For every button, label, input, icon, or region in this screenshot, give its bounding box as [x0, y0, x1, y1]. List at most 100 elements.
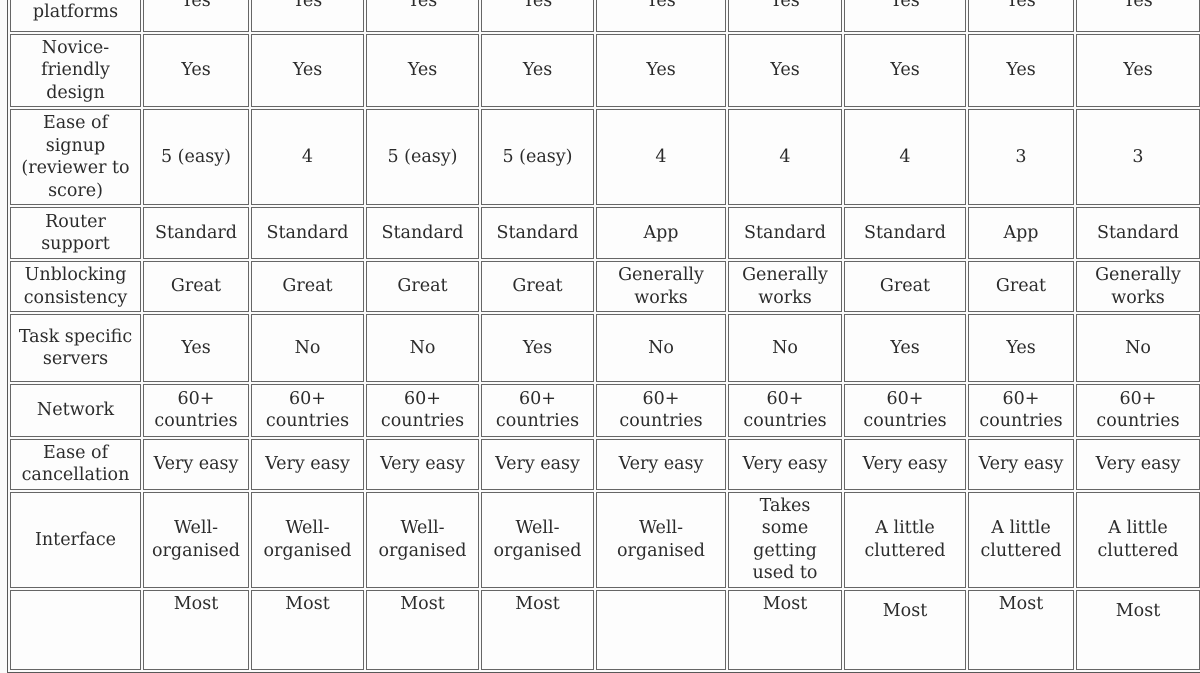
- table-cell: Standard: [366, 207, 479, 260]
- table-cell: Yes: [366, 34, 479, 108]
- table-cell: App: [968, 207, 1074, 260]
- table-cell: Yes: [251, 0, 364, 32]
- table-cell: 5 (easy): [366, 109, 479, 206]
- table-cell: Great: [366, 261, 479, 312]
- row-label: Router support: [10, 207, 141, 260]
- table-cell: Very easy: [251, 438, 364, 490]
- table-row-router-support: Router support Standard Standard Standar…: [10, 207, 1200, 260]
- table-cell: A little cluttered: [1076, 491, 1200, 588]
- table-cell: Very easy: [481, 438, 594, 490]
- table-cell: Well-organised: [366, 491, 479, 588]
- table-cell: Generally works: [1076, 261, 1200, 312]
- table-cell: Yes: [251, 34, 364, 108]
- table-cell: Yes: [481, 313, 594, 382]
- table-cell: Great: [143, 261, 249, 312]
- table-cell: 60+ countries: [366, 383, 479, 437]
- table-cell: Great: [968, 261, 1074, 312]
- table-cell: Standard: [844, 207, 966, 260]
- row-label: Ease of cancellation: [10, 438, 141, 490]
- table-cell: 60+ countries: [143, 383, 249, 437]
- row-label: Ease of signup (reviewer to score): [10, 109, 141, 206]
- table-cell: Most: [844, 589, 966, 670]
- table-cell: Great: [251, 261, 364, 312]
- table-cell: Standard: [251, 207, 364, 260]
- table-cell: Generally works: [728, 261, 842, 312]
- table-cell: Most: [968, 589, 1074, 670]
- table-cell: 60+ countries: [968, 383, 1074, 437]
- table-cell: 3: [1076, 109, 1200, 206]
- table-cell: Yes: [143, 0, 249, 32]
- table-cell: Very easy: [728, 438, 842, 490]
- row-label: Task specific servers: [10, 313, 141, 382]
- table-cell: 5 (easy): [143, 109, 249, 206]
- table-cell: [596, 589, 726, 670]
- table-cell: Yes: [1076, 0, 1200, 32]
- table-cell: Very easy: [1076, 438, 1200, 490]
- table-cell: Yes: [968, 34, 1074, 108]
- table-cell: Very easy: [968, 438, 1074, 490]
- table-cell: Well-organised: [143, 491, 249, 588]
- row-label: major platforms: [10, 0, 141, 32]
- table-cell: Yes: [143, 34, 249, 108]
- table-cell: Most: [143, 589, 249, 670]
- table-cell: Very easy: [143, 438, 249, 490]
- table-row-major-platforms: major platforms Yes Yes Yes Yes Yes Yes …: [10, 0, 1200, 32]
- table-cell: Yes: [481, 0, 594, 32]
- table-cell: 60+ countries: [596, 383, 726, 437]
- table-cell: 4: [596, 109, 726, 206]
- table-cell: Standard: [728, 207, 842, 260]
- table-cell: Most: [1076, 589, 1200, 670]
- table-cell: Takes some getting used to: [728, 491, 842, 588]
- table-cell: No: [596, 313, 726, 382]
- table-cell: Great: [844, 261, 966, 312]
- table-cell: Yes: [596, 34, 726, 108]
- table-row-unblocking-consistency: Unblocking consistency Great Great Great…: [10, 261, 1200, 312]
- table-cell: 5 (easy): [481, 109, 594, 206]
- table-cell: 3: [968, 109, 1074, 206]
- vpn-comparison-table: major platforms Yes Yes Yes Yes Yes Yes …: [7, 0, 1200, 673]
- table-cell: Great: [481, 261, 594, 312]
- table-cell: Yes: [728, 0, 842, 32]
- table-cell: A little cluttered: [968, 491, 1074, 588]
- table-cell: Standard: [143, 207, 249, 260]
- table-cell: A little cluttered: [844, 491, 966, 588]
- table-cell: 60+ countries: [1076, 383, 1200, 437]
- table-cell: 4: [844, 109, 966, 206]
- table-cell: Yes: [143, 313, 249, 382]
- table-cell: Most: [728, 589, 842, 670]
- table-cell: No: [251, 313, 364, 382]
- table-cell: App: [596, 207, 726, 260]
- row-label: Interface: [10, 491, 141, 588]
- table-cell: 60+ countries: [728, 383, 842, 437]
- comparison-table-body: major platforms Yes Yes Yes Yes Yes Yes …: [10, 0, 1200, 670]
- row-label: [10, 589, 141, 670]
- table-cell: Most: [481, 589, 594, 670]
- table-cell: Very easy: [366, 438, 479, 490]
- table-row-novice-friendly-design: Novice-friendly design Yes Yes Yes Yes Y…: [10, 34, 1200, 108]
- comparison-table-wrapper: major platforms Yes Yes Yes Yes Yes Yes …: [7, 0, 1200, 673]
- table-cell: Generally works: [596, 261, 726, 312]
- table-cell: Yes: [968, 0, 1074, 32]
- table-cell: No: [728, 313, 842, 382]
- table-cell: No: [1076, 313, 1200, 382]
- table-cell: 4: [251, 109, 364, 206]
- table-row-network: Network 60+ countries 60+ countries 60+ …: [10, 383, 1200, 437]
- table-cell: Yes: [844, 313, 966, 382]
- table-row-interface: Interface Well-organised Well-organised …: [10, 491, 1200, 588]
- table-cell: Yes: [596, 0, 726, 32]
- table-cell: Well-organised: [481, 491, 594, 588]
- table-cell: Yes: [844, 0, 966, 32]
- table-cell: Well-organised: [596, 491, 726, 588]
- table-row-task-specific-servers: Task specific servers Yes No No Yes No N…: [10, 313, 1200, 382]
- table-cell: Standard: [1076, 207, 1200, 260]
- table-cell: Yes: [366, 0, 479, 32]
- row-label: Unblocking consistency: [10, 261, 141, 312]
- table-cell: Standard: [481, 207, 594, 260]
- table-cell: Very easy: [596, 438, 726, 490]
- table-cell: Yes: [844, 34, 966, 108]
- table-cell: Most: [251, 589, 364, 670]
- table-cell: Yes: [1076, 34, 1200, 108]
- table-cell: 60+ countries: [251, 383, 364, 437]
- table-cell: 60+ countries: [844, 383, 966, 437]
- row-label: Novice-friendly design: [10, 34, 141, 108]
